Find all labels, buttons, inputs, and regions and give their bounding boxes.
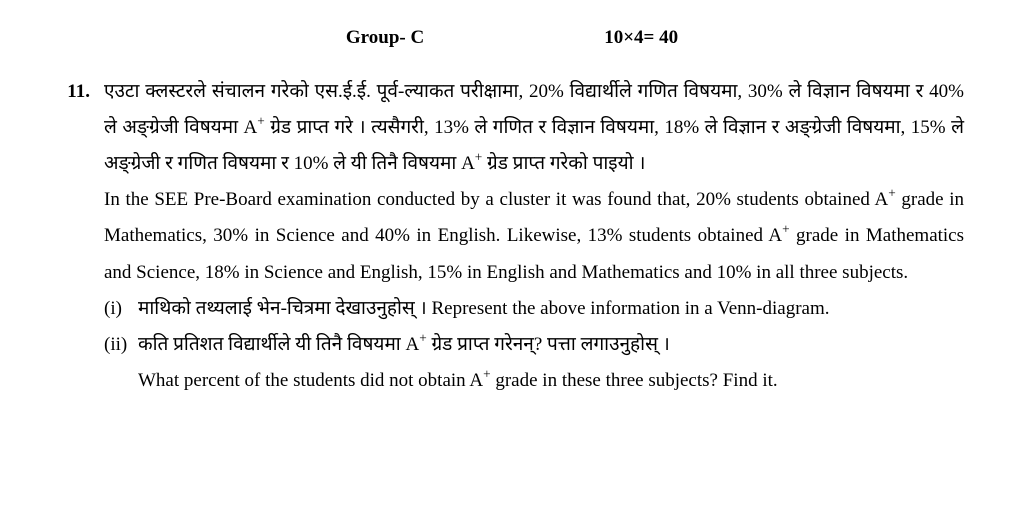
subpart-i-nepali: माथिको तथ्यलाई भेन-चित्रमा देखाउनुहोस् ।	[138, 298, 427, 319]
subpart-i-english: Represent the above information in a Ven…	[431, 298, 829, 319]
subpart-ii-nepali: कति प्रतिशत विद्यार्थीले यी तिनै विषयमा …	[138, 327, 964, 363]
question-english-text: In the SEE Pre-Board examination conduct…	[104, 182, 964, 290]
question-number: 11.	[60, 74, 104, 110]
question-11: 11. एउटा क्लस्टरले संचालन गरेको एस.ई.ई. …	[60, 74, 964, 399]
subpart-i: (i) माथिको तथ्यलाई भेन-चित्रमा देखाउनुहो…	[104, 291, 964, 327]
subpart-number: (ii)	[104, 327, 138, 363]
question-body: एउटा क्लस्टरले संचालन गरेको एस.ई.ई. पूर्…	[104, 74, 964, 399]
subpart-ii: (ii) कति प्रतिशत विद्यार्थीले यी तिनै वि…	[104, 327, 964, 363]
subpart-ii-english: What percent of the students did not obt…	[104, 363, 964, 399]
group-label: Group- C	[346, 20, 424, 56]
subpart-number: (i)	[104, 291, 138, 327]
group-header: Group- C 10×4= 40	[60, 20, 964, 56]
subpart-i-text: माथिको तथ्यलाई भेन-चित्रमा देखाउनुहोस् ।…	[138, 291, 964, 327]
marks-scheme: 10×4= 40	[604, 20, 678, 56]
question-nepali-text: एउटा क्लस्टरले संचालन गरेको एस.ई.ई. पूर्…	[104, 74, 964, 182]
